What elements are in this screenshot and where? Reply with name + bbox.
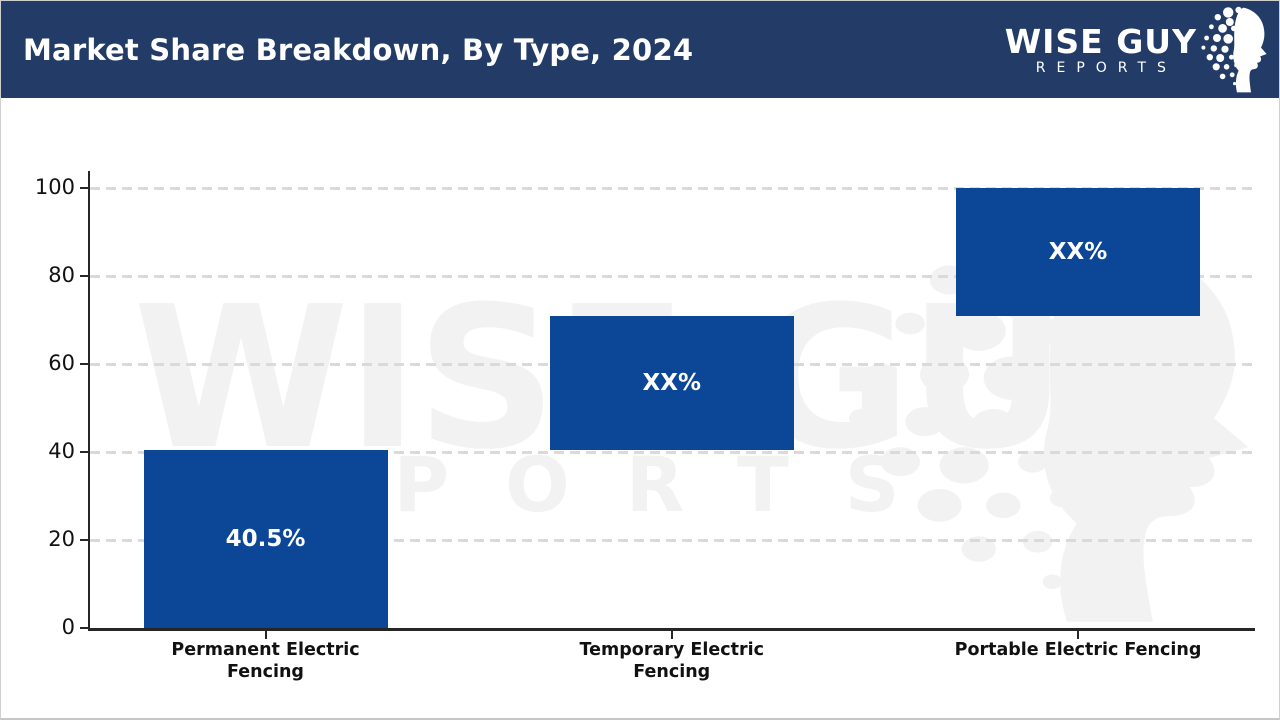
bar-portable-electric-fencing: XX%	[956, 188, 1200, 316]
y-tick-label-80: 80	[48, 263, 75, 287]
logo-text: WISE GUY REPORTS	[1005, 25, 1197, 75]
x-axis-line	[88, 628, 1255, 631]
page-title: Market Share Breakdown, By Type, 2024	[23, 32, 694, 67]
logo-face-icon	[1201, 6, 1267, 92]
x-tick-portable-electric-fencing	[1077, 631, 1079, 639]
y-tick-label-100: 100	[34, 175, 75, 199]
bar-value-label-temporary-electric-fencing: XX%	[642, 369, 701, 396]
bar-permanent-electric-fencing: 40.5%	[143, 449, 388, 628]
gridline-100	[90, 186, 1254, 190]
gridline-40	[90, 450, 1254, 454]
gridline-80	[90, 274, 1254, 278]
logo-subtitle: REPORTS	[1035, 59, 1177, 76]
y-tick-60	[80, 363, 88, 365]
y-tick-label-20: 20	[48, 527, 75, 551]
y-tick-label-0: 0	[61, 615, 75, 639]
y-tick-80	[80, 275, 88, 277]
y-tick-label-60: 60	[48, 351, 75, 375]
bar-value-label-permanent-electric-fencing: 40.5%	[225, 525, 306, 552]
gridline-20	[90, 538, 1254, 542]
y-tick-40	[80, 451, 88, 453]
x-tick-permanent-electric-fencing	[264, 631, 267, 639]
category-label-portable-electric-fencing: Portable Electric Fencing	[954, 640, 1202, 660]
category-label-temporary-electric-fencing: Temporary Electric Fencing	[579, 640, 764, 682]
header-bar: Market Share Breakdown, By Type, 2024 WI…	[1, 1, 1279, 98]
y-axis-line	[88, 171, 90, 630]
x-tick-temporary-electric-fencing	[670, 631, 673, 639]
bar-value-label-portable-electric-fencing: XX%	[1048, 238, 1108, 265]
y-tick-20	[80, 539, 88, 541]
wise-guy-reports-logo: WISE GUY REPORTS	[1005, 6, 1271, 94]
logo-wordmark: WISE GUY	[1004, 21, 1197, 61]
bar-temporary-electric-fencing: XX%	[549, 315, 794, 450]
y-tick-0	[80, 627, 88, 629]
category-label-permanent-electric-fencing: Permanent Electric Fencing	[171, 640, 360, 682]
y-tick-label-40: 40	[48, 439, 75, 463]
y-tick-100	[80, 187, 88, 189]
